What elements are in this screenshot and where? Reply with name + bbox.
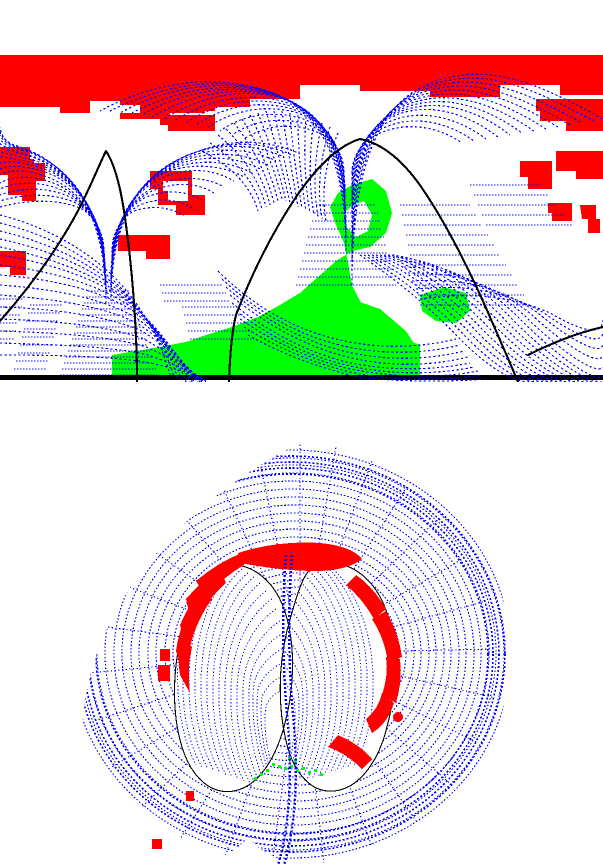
black-separatrix [0,137,603,382]
central-cusp [276,554,298,866]
inner-lobe-right [280,562,395,792]
shell-projection-panel: Shell projection contour field [0,435,603,867]
rectangular-projection-panel: Rectangular projection contour field [0,55,603,382]
green-marker-cluster [254,757,323,780]
inner-lobe-left [174,564,293,792]
red-inner-arc-patches [152,542,403,849]
